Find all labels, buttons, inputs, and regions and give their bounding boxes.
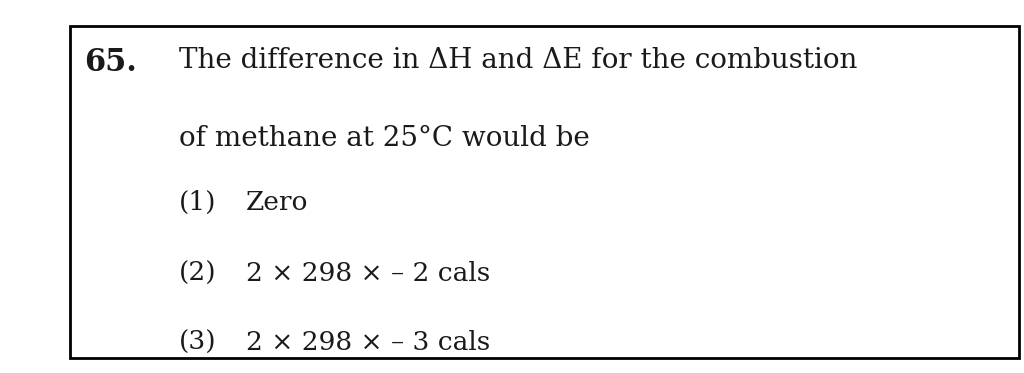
- Text: Zero: Zero: [246, 190, 308, 215]
- Text: 65.: 65.: [84, 47, 137, 78]
- Text: (3): (3): [179, 330, 217, 355]
- Text: The difference in ΔH and ΔE for the combustion: The difference in ΔH and ΔE for the comb…: [179, 47, 857, 73]
- Text: 2 × 298 × – 2 cals: 2 × 298 × – 2 cals: [246, 261, 490, 286]
- Bar: [70, 26, 1019, 358]
- Text: (1): (1): [179, 190, 217, 215]
- Text: (2): (2): [179, 261, 217, 286]
- Text: of methane at 25°C would be: of methane at 25°C would be: [179, 125, 590, 152]
- Text: 2 × 298 × – 3 cals: 2 × 298 × – 3 cals: [246, 330, 490, 355]
